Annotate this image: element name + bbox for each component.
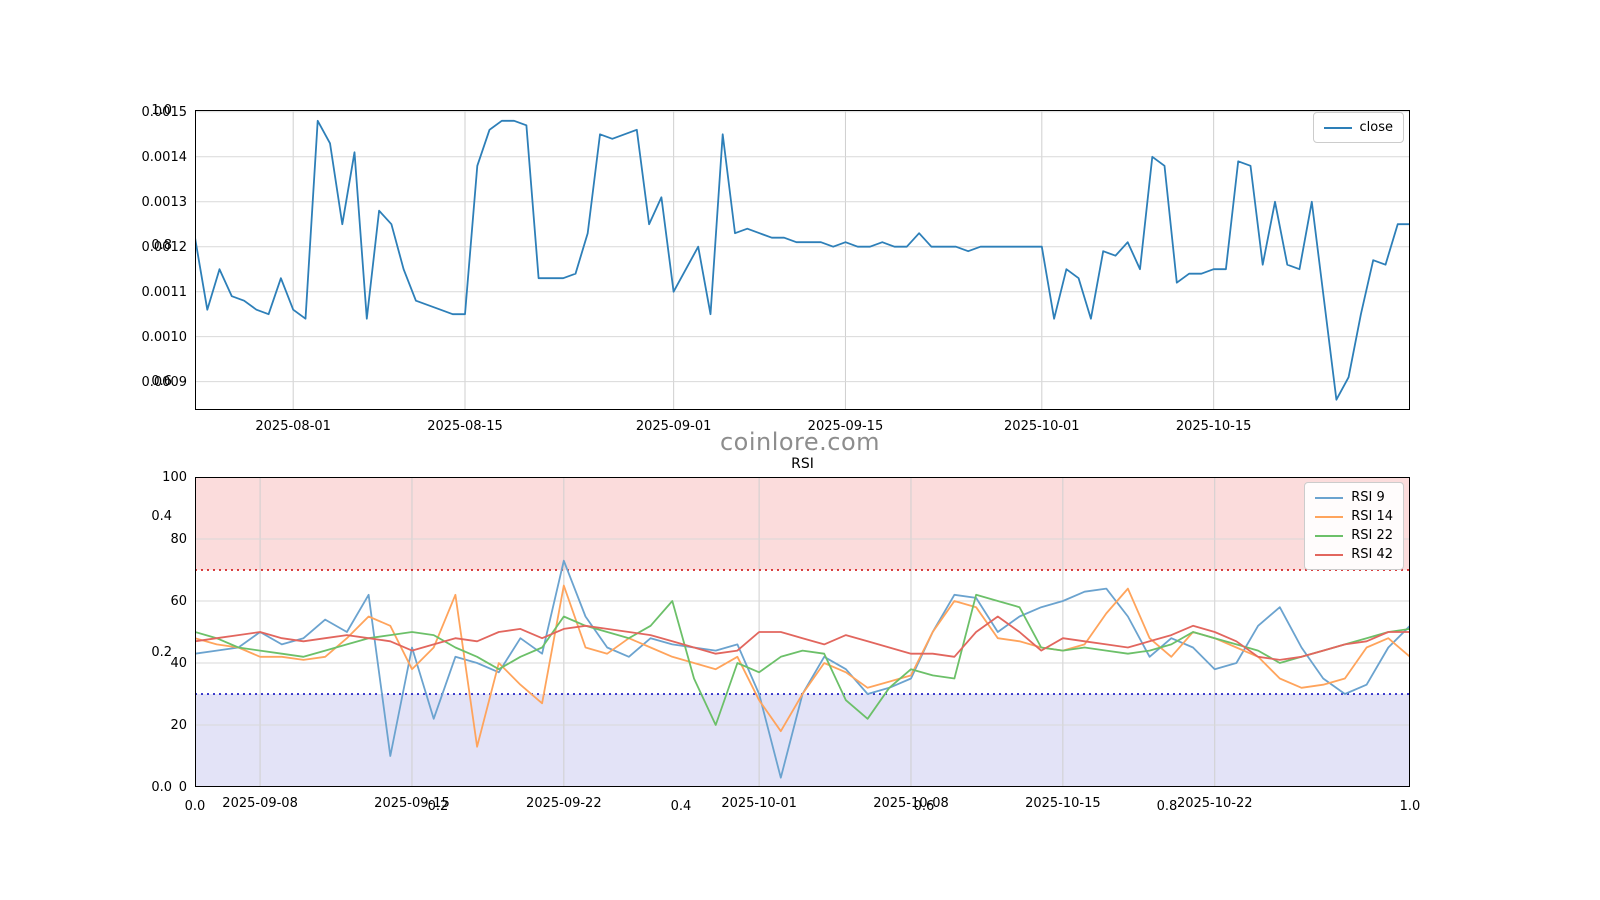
tick-label: 2025-10-01	[1004, 419, 1080, 434]
tick-label: 0.0009	[141, 374, 188, 390]
legend-item: RSI 42	[1315, 545, 1393, 564]
tick-label: 0.0015	[141, 104, 188, 120]
rsi-legend: RSI 9 RSI 14 RSI 22 RSI 42	[1304, 482, 1404, 570]
tick-label: 0.0014	[141, 149, 188, 165]
legend-item: RSI 9	[1315, 488, 1393, 507]
legend-label: RSI 9	[1351, 490, 1385, 505]
tick-label: 0.0013	[141, 194, 188, 210]
tick-label: 0.6	[913, 799, 935, 814]
legend-label: RSI 42	[1351, 547, 1393, 562]
price-chart	[195, 110, 1410, 410]
tick-label: 2025-09-22	[526, 796, 602, 811]
legend-line-swatch	[1315, 534, 1344, 537]
tick-label: 0.8	[151, 238, 172, 254]
legend-item: RSI 14	[1315, 507, 1393, 526]
tick-label: 0.0	[151, 780, 172, 795]
tick-label: 0.8	[1156, 799, 1178, 814]
tick-label: 1.0	[151, 103, 172, 118]
price-legend: close	[1312, 112, 1404, 143]
legend-line-swatch	[1323, 126, 1352, 129]
rsi-chart	[195, 477, 1410, 787]
tick-label: 2025-08-15	[427, 419, 503, 434]
tick-label: 0.4	[151, 509, 172, 525]
legend-line-swatch	[1315, 515, 1344, 518]
legend-label: close	[1359, 120, 1393, 135]
legend-label: RSI 22	[1351, 528, 1393, 543]
tick-label: 2025-09-01	[635, 419, 712, 434]
tick-label: 2025-09-15	[374, 796, 450, 811]
tick-label: 100	[162, 470, 187, 485]
watermark: coinlore.com	[719, 428, 881, 456]
tick-label: 2025-10-15	[1175, 419, 1252, 434]
rsi-title: RSI	[791, 456, 814, 472]
tick-label: 1.0	[1399, 799, 1421, 814]
tick-label: 2025-10-15	[1025, 796, 1101, 811]
legend-item: close	[1323, 118, 1393, 137]
legend-item: RSI 22	[1315, 526, 1393, 545]
tick-label: 2025-10-22	[1176, 796, 1253, 811]
tick-label: 0	[178, 780, 187, 795]
legend-line-swatch	[1315, 496, 1344, 499]
tick-label: 80	[170, 532, 187, 547]
tick-label: 0.0012	[141, 239, 188, 255]
legend-label: RSI 14	[1351, 509, 1393, 524]
tick-label: 2025-08-01	[255, 419, 331, 434]
tick-label: 40	[170, 656, 187, 671]
legend-line-swatch	[1315, 553, 1344, 556]
tick-label: 0.2	[427, 799, 449, 814]
tick-label: 2025-09-15	[807, 419, 884, 434]
tick-label: 2025-10-08	[873, 796, 949, 811]
tick-label: 0.4	[670, 799, 692, 814]
tick-label: 0.2	[151, 644, 172, 660]
tick-label: 60	[170, 594, 187, 609]
tick-label: 20	[170, 718, 187, 733]
tick-label: 0.0011	[141, 284, 188, 300]
tick-label: 2025-10-01	[721, 796, 797, 811]
tick-label: 0.0	[184, 799, 206, 814]
tick-label: 2025-09-08	[222, 796, 298, 811]
tick-label: 0.0010	[141, 329, 188, 345]
tick-label: 0.6	[151, 373, 172, 389]
